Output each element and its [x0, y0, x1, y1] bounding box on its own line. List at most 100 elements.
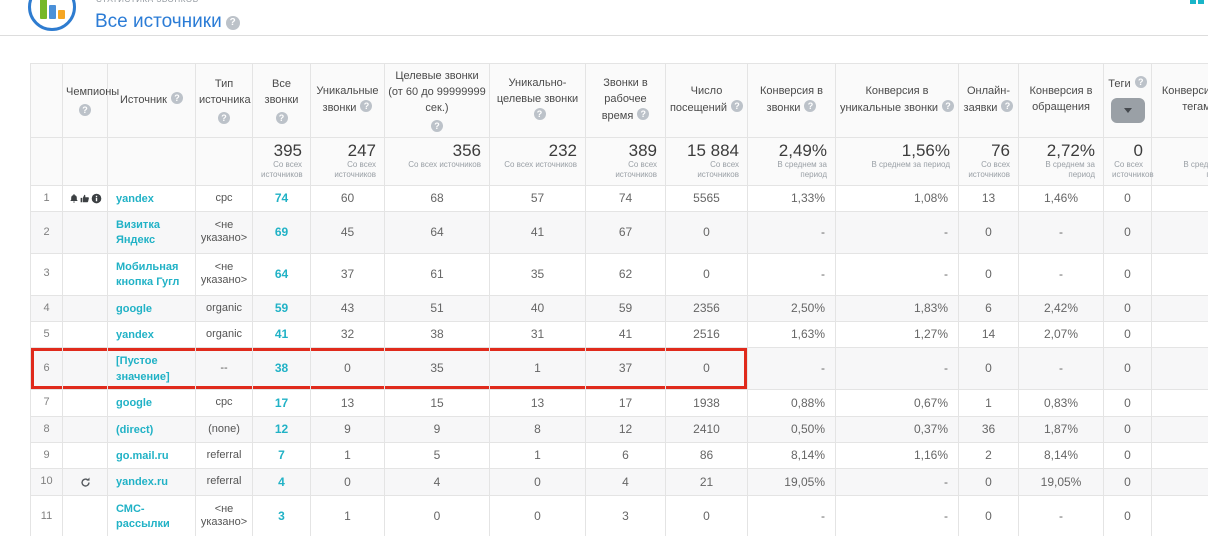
row-number-cell: 4 — [30, 294, 63, 322]
help-icon[interactable] — [1001, 99, 1014, 112]
help-icon[interactable] — [533, 107, 546, 120]
all-calls-link[interactable]: 69 — [274, 225, 289, 240]
help-icon[interactable] — [275, 111, 288, 124]
all-calls-link[interactable]: 4 — [278, 474, 285, 489]
conversion-appeals-cell: - — [1018, 210, 1104, 254]
source-link[interactable]: Визитка Яндекс — [116, 218, 160, 247]
source-link[interactable]: (direct) — [116, 423, 154, 436]
source-link[interactable]: yandex — [116, 328, 154, 341]
cell-value: 19,05% — [784, 474, 825, 489]
all-calls-link[interactable]: 12 — [274, 422, 289, 436]
source-cell: yandex — [107, 184, 196, 212]
cell-value: 0 — [1124, 225, 1131, 240]
column-header-conversion-appeals[interactable]: Конверсия в обращения — [1018, 63, 1104, 138]
cell-value: 8 — [534, 422, 541, 436]
total-caption: В среднем за период — [1045, 160, 1095, 179]
cell-value: 4 — [622, 474, 629, 489]
total-cell: 2,49% В среднем за период — [747, 136, 836, 186]
total-cell — [30, 136, 63, 186]
all-calls-link[interactable]: 74 — [274, 190, 289, 205]
source-link[interactable]: yandex — [116, 192, 154, 205]
unique-target-calls-cell: 0 — [489, 468, 586, 496]
column-header-conversion-by-tags[interactable]: Конверсия по тегам — [1151, 63, 1208, 138]
conversion-appeals-cell: 2,07% — [1018, 320, 1104, 349]
all-calls-link[interactable]: 7 — [278, 448, 285, 463]
all-calls-link[interactable]: 41 — [274, 327, 289, 342]
help-icon[interactable] — [942, 99, 955, 112]
column-header-champions[interactable]: Чемпионы — [62, 63, 119, 138]
source-link[interactable]: [Пустое значение] — [116, 355, 170, 383]
unique-calls-cell: 0 — [310, 347, 385, 391]
all-calls-link[interactable]: 59 — [274, 300, 289, 315]
source-cell: СМС-рассылки — [107, 494, 196, 536]
help-icon[interactable] — [804, 99, 817, 112]
column-header-tags[interactable]: Теги — [1103, 63, 1152, 138]
column-header-source-type[interactable]: Тип источника — [195, 63, 253, 138]
unique-calls-cell: 37 — [310, 252, 385, 296]
column-header-conversion-unique-calls[interactable]: Конверсия в уникальные звонки — [835, 63, 959, 138]
column-header-source[interactable]: Источник — [107, 63, 196, 138]
unique-target-calls-cell: 13 — [489, 389, 586, 417]
all-calls-link[interactable]: 38 — [274, 361, 289, 376]
thumbs-up-icon[interactable] — [80, 193, 90, 204]
help-icon[interactable] — [218, 111, 230, 124]
cell-value: 0,50% — [790, 422, 825, 436]
column-header-all-calls[interactable]: Все звонки — [252, 63, 311, 138]
help-icon[interactable] — [431, 119, 443, 132]
column-header-visits[interactable]: Число посещений — [665, 63, 748, 138]
expand-icon[interactable] — [1190, 0, 1206, 8]
tags-filter-button[interactable] — [1110, 98, 1145, 124]
all-calls-link[interactable]: 64 — [274, 266, 289, 281]
source-link[interactable]: google — [116, 397, 153, 410]
source-link[interactable]: go.mail.ru — [116, 450, 169, 463]
source-link[interactable]: СМС-рассылки — [116, 502, 170, 531]
target-calls-cell: 15 — [384, 389, 490, 417]
cell-value: 0 — [703, 508, 710, 523]
all-calls-link[interactable]: 17 — [274, 395, 289, 410]
help-icon[interactable] — [731, 99, 744, 112]
visits-cell: 21 — [665, 468, 748, 496]
column-header-worktime-calls[interactable]: Звонки в рабочее время — [585, 63, 666, 138]
cell-value: 60 — [340, 190, 355, 205]
total-caption: Со всех источников — [1112, 160, 1154, 179]
cell-value: 15 — [430, 395, 444, 410]
column-header-unique-calls[interactable]: Уникальные звонки — [310, 63, 385, 138]
total-cell: -В среднем за период — [1151, 136, 1208, 186]
target-calls-cell: 38 — [384, 320, 490, 349]
help-icon[interactable] — [1134, 76, 1147, 89]
help-icon[interactable] — [637, 107, 650, 120]
cell-value: 1 — [534, 448, 541, 463]
bell-icon[interactable] — [69, 193, 79, 204]
refresh-icon[interactable] — [80, 477, 91, 488]
cell-value: 0 — [433, 508, 441, 523]
total-value: 2,49% — [778, 140, 827, 160]
table-row: 9 go.mail.ru referral 7 1 5 1 6 86 8,14% 1,16% 2 8,1… — [30, 442, 1208, 470]
total-caption: Со всех источников — [968, 160, 1010, 179]
total-value: 2,72% — [1046, 140, 1095, 160]
table-row: 11 СМС-рассылки <не указано> 3 1 0 0 3 0 - - 0 - 0 - — [30, 494, 1208, 536]
source-type-cell: <не указано> — [195, 252, 253, 296]
row-number-cell: 7 — [30, 389, 63, 417]
cell-value: 59 — [618, 300, 633, 315]
help-icon[interactable] — [79, 103, 91, 116]
unique-calls-cell: 0 — [310, 468, 385, 496]
title-help-icon[interactable] — [225, 16, 240, 30]
column-header-target-calls[interactable]: Целевые звонки (от 60 до 99999999 сек.) — [384, 63, 490, 138]
source-link[interactable]: Мобильная кнопка Гугл — [116, 260, 180, 289]
total-caption: Со всех источников — [615, 160, 657, 179]
total-caption: Со всех источников — [697, 160, 739, 179]
help-icon[interactable] — [170, 91, 183, 104]
cell-value: 45 — [340, 225, 355, 240]
info-circle-icon[interactable] — [91, 193, 102, 204]
help-icon[interactable] — [360, 99, 373, 112]
source-link[interactable]: yandex.ru — [116, 476, 168, 489]
column-header-unique-target-calls[interactable]: Уникально-целевые звонки — [489, 63, 586, 138]
all-calls-link[interactable]: 3 — [278, 508, 285, 523]
unique-calls-cell: 45 — [310, 210, 385, 254]
source-link[interactable]: google — [116, 302, 153, 315]
column-header-conversion-calls[interactable]: Конверсия в звонки — [747, 63, 836, 138]
total-value: 76 — [991, 140, 1010, 160]
column-header-online-leads[interactable]: Онлайн-заявки — [958, 63, 1019, 138]
champions-cell — [62, 210, 108, 254]
conversion-appeals-cell: 8,14% — [1018, 442, 1104, 470]
